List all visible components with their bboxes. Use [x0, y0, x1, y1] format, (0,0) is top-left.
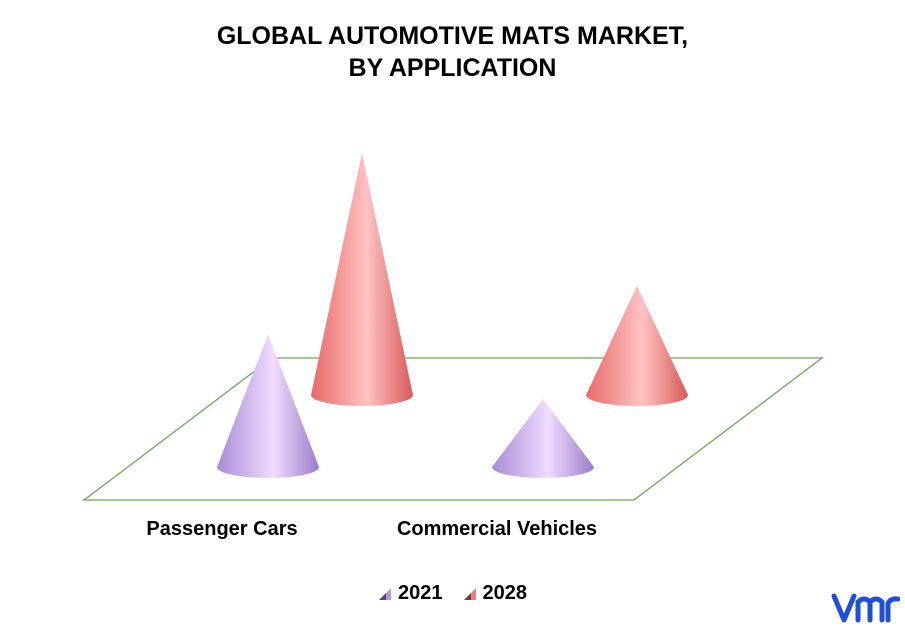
legend-label-2028: 2028 — [482, 582, 528, 604]
legend-item-2028: 2028 — [463, 582, 528, 605]
chart-title: GLOBAL AUTOMOTIVE MATS MARKET, BY APPLIC… — [0, 20, 905, 84]
cone-commercial-vehicles-2021 — [492, 399, 594, 478]
vmr-logo — [831, 593, 900, 623]
legend: 2021 2028 — [0, 582, 905, 605]
cone-passenger-cars-2021 — [217, 334, 319, 478]
category-label-commercial-vehicles: Commercial Vehicles — [396, 518, 598, 540]
category-label-passenger-cars: Passenger Cars — [146, 518, 298, 540]
legend-swatch-2028 — [463, 587, 476, 600]
legend-swatch-2021 — [379, 587, 391, 600]
cone-commercial-vehicles-2028 — [586, 285, 688, 406]
chart-title-line2: BY APPLICATION — [348, 54, 557, 82]
chart-title-line1: GLOBAL AUTOMOTIVE MATS MARKET, — [216, 22, 689, 50]
chart-floor — [82, 357, 824, 501]
cone-passenger-cars-2028 — [311, 153, 413, 406]
legend-item-2021: 2021 — [378, 582, 443, 605]
legend-label-2021: 2021 — [398, 582, 443, 604]
